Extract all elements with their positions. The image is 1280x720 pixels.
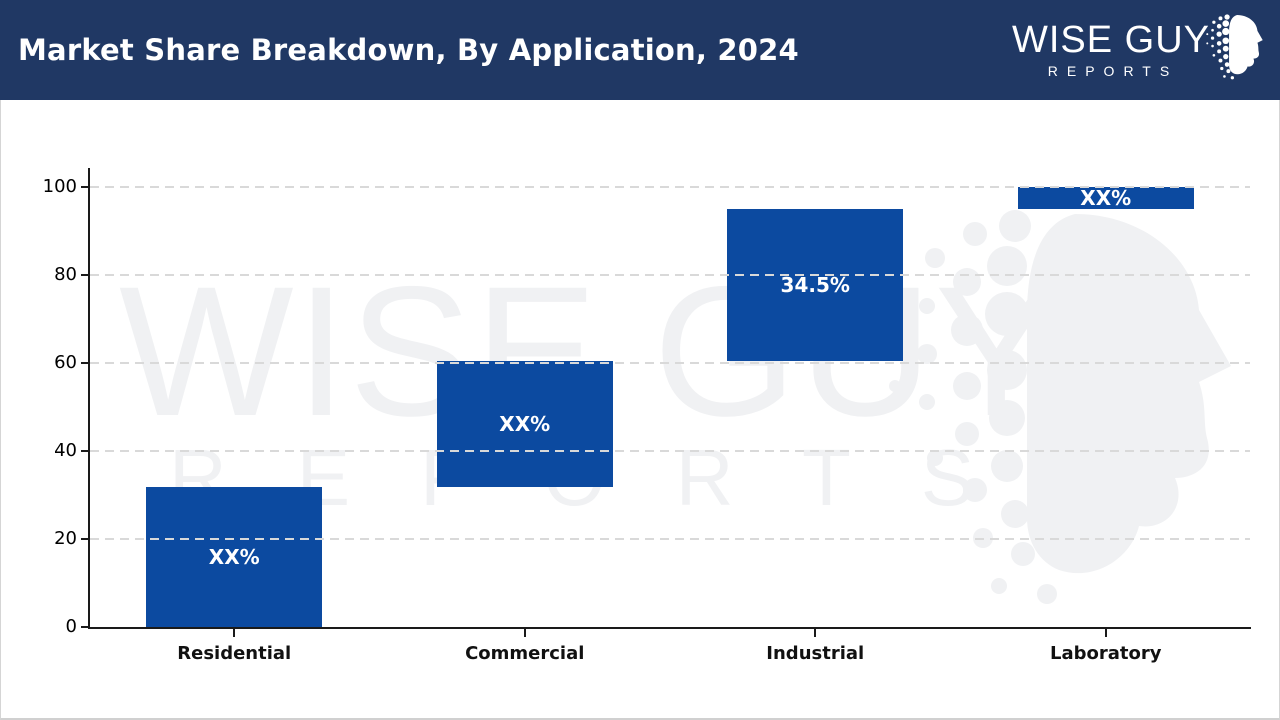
x-axis-tick [523,629,526,637]
y-axis-tick [81,186,89,188]
y-axis-line [88,168,90,629]
x-axis-line [88,627,1251,629]
wise-guy-logo: WISE GUY REPORTS [1012,6,1268,94]
y-tick-label: 40 [54,440,77,461]
gridline [90,450,1250,452]
bar-segment: XX% [1017,186,1194,211]
bar-value-label: XX% [1080,186,1132,211]
chart-canvas: WISE GUY REPORTS 020406080100XX%Resident… [0,100,1280,720]
dotted-head-icon [1206,14,1263,80]
bar-value-label: XX% [208,545,260,570]
x-category-label: Laboratory [1050,643,1162,664]
y-tick-label: 80 [54,264,77,285]
x-category-label: Commercial [465,643,585,664]
x-axis-tick [814,629,817,637]
bar-segment: 34.5% [727,209,904,362]
gridline [90,186,1250,188]
x-axis-tick [233,629,236,637]
x-axis-tick [1104,629,1107,637]
gridline [90,538,1250,540]
gridline [90,362,1250,364]
y-axis-tick [81,626,89,628]
bar-segment: XX% [146,487,323,627]
y-tick-label: 60 [54,352,77,373]
gridline [90,274,1250,276]
logo-wordmark-block: WISE GUY REPORTS [1012,21,1210,79]
y-tick-label: 100 [42,176,77,197]
y-axis-tick [81,450,89,452]
y-axis-tick [81,538,89,540]
y-tick-label: 20 [54,528,77,549]
x-category-label: Residential [177,643,292,664]
page-title: Market Share Breakdown, By Application, … [18,33,799,67]
bar-value-label: XX% [499,412,551,437]
logo-wordmark: WISE GUY [1011,19,1210,61]
y-tick-label: 0 [65,616,77,637]
bar-value-label: 34.5% [780,273,850,298]
y-axis-tick [81,362,89,364]
x-category-label: Industrial [766,643,865,664]
logo-subtitle: REPORTS [1047,63,1179,79]
bar-segment: XX% [436,361,613,488]
waterfall-chart: 0 20 40 60 80 100 XX% Residential XX% Commercial 3… [1,100,1279,718]
header-bar: Market Share Breakdown, By Application, … [0,0,1280,100]
y-axis-tick [81,274,89,276]
